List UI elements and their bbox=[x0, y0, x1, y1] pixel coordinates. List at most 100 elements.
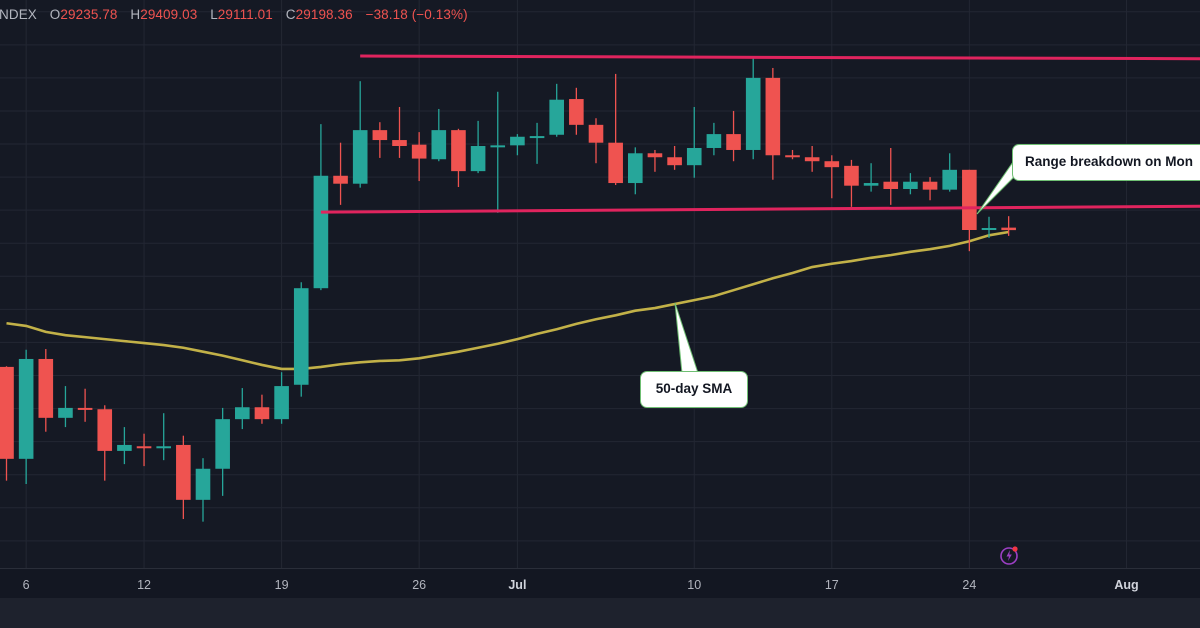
x-tick-label: Aug bbox=[1114, 578, 1139, 592]
candle-body bbox=[647, 153, 663, 158]
candle-body bbox=[962, 169, 977, 230]
candle-body bbox=[97, 409, 113, 451]
candle-body bbox=[804, 157, 820, 162]
open-value: 29235.78 bbox=[60, 7, 118, 22]
candle-body bbox=[254, 407, 270, 420]
candle bbox=[569, 87, 584, 135]
x-tick-label: 17 bbox=[824, 578, 839, 592]
candle-body bbox=[942, 169, 957, 190]
candle-body bbox=[38, 358, 54, 418]
candle-body bbox=[58, 407, 73, 418]
candle-body bbox=[549, 99, 564, 135]
candle-body bbox=[588, 124, 604, 143]
candle-body bbox=[667, 157, 682, 166]
candle bbox=[647, 149, 663, 172]
candle-body bbox=[569, 99, 584, 125]
candle bbox=[510, 134, 525, 156]
lightning-icon[interactable] bbox=[999, 545, 1019, 565]
candle-body bbox=[136, 446, 152, 449]
candle bbox=[490, 91, 506, 213]
candle bbox=[745, 56, 761, 160]
candle-body bbox=[333, 175, 348, 184]
candle-body bbox=[824, 161, 840, 168]
candle bbox=[844, 159, 859, 207]
candle-body bbox=[293, 288, 309, 385]
candle-body bbox=[431, 130, 447, 160]
candle bbox=[962, 169, 977, 252]
candle-body bbox=[608, 142, 623, 184]
candle-body bbox=[510, 136, 525, 146]
candle-body bbox=[77, 407, 93, 410]
candle bbox=[942, 153, 957, 192]
candle bbox=[667, 146, 682, 170]
candle-body bbox=[235, 407, 250, 420]
candle bbox=[97, 405, 113, 481]
candle bbox=[313, 124, 329, 291]
candle-body bbox=[352, 130, 368, 184]
candle bbox=[883, 147, 899, 205]
candle bbox=[981, 216, 997, 238]
symbol-name: NDEX bbox=[0, 7, 37, 22]
candle-body bbox=[411, 144, 427, 159]
candle bbox=[903, 173, 918, 195]
candle bbox=[392, 106, 407, 158]
candle-body bbox=[726, 134, 741, 150]
candle-body bbox=[529, 136, 545, 139]
sma-callout[interactable]: 50-day SMA bbox=[640, 371, 748, 408]
candle-body bbox=[195, 468, 211, 500]
x-tick-label: 6 bbox=[22, 578, 30, 592]
candle bbox=[176, 435, 191, 520]
candle bbox=[765, 67, 781, 180]
close-label: C bbox=[285, 7, 296, 22]
candle-body bbox=[686, 147, 702, 166]
range-line bbox=[360, 54, 1200, 61]
x-tick-label: Jul bbox=[508, 578, 527, 592]
candle-body bbox=[451, 130, 466, 172]
candle bbox=[293, 282, 309, 397]
time-axis[interactable]: 6 12 19 26 Jul 10 17 24 Aug bbox=[0, 568, 1200, 599]
candle bbox=[922, 177, 938, 201]
candle bbox=[411, 132, 427, 182]
ohlc-legend: NDEX O29235.78 H29409.03 L29111.01 C2919… bbox=[0, 7, 468, 22]
candle-body bbox=[981, 228, 997, 231]
candle-body bbox=[0, 366, 14, 459]
candle bbox=[1001, 216, 1016, 236]
candle-body bbox=[922, 181, 938, 190]
candle bbox=[451, 128, 466, 188]
candle bbox=[706, 122, 722, 156]
range-breakdown-callout[interactable]: Range breakdown on Mon bbox=[1012, 144, 1200, 181]
x-tick-label: 10 bbox=[687, 578, 702, 592]
candle bbox=[333, 142, 348, 205]
x-tick-label: 12 bbox=[137, 578, 151, 592]
candle bbox=[824, 155, 840, 199]
close-value: 29198.36 bbox=[295, 7, 353, 22]
candle-body bbox=[18, 358, 34, 459]
candlestick-chart[interactable] bbox=[0, 0, 1200, 568]
range-lines-layer[interactable] bbox=[320, 54, 1200, 214]
candle bbox=[549, 83, 564, 137]
candle-body bbox=[117, 444, 132, 451]
candle-body bbox=[883, 181, 899, 189]
low-label: L bbox=[210, 7, 218, 22]
candle bbox=[785, 149, 800, 160]
candle bbox=[215, 407, 230, 496]
candle bbox=[686, 106, 702, 178]
candle-body bbox=[274, 386, 289, 420]
candle-body bbox=[1001, 227, 1016, 231]
high-label: H bbox=[130, 7, 141, 22]
candle bbox=[628, 147, 643, 195]
high-value: 29409.03 bbox=[140, 7, 198, 22]
candle bbox=[470, 120, 486, 174]
low-value: 29111.01 bbox=[217, 7, 273, 22]
candles-layer bbox=[0, 56, 1016, 522]
change-value: −38.18 (−0.13%) bbox=[365, 7, 468, 22]
candle-body bbox=[844, 165, 859, 186]
candle-body bbox=[470, 146, 486, 172]
candle-body bbox=[628, 153, 643, 184]
candle bbox=[77, 388, 93, 422]
candle-body bbox=[785, 155, 800, 158]
candle-body bbox=[215, 419, 230, 469]
candle bbox=[352, 81, 368, 188]
bottom-panel bbox=[0, 598, 1200, 628]
candle-body bbox=[706, 134, 722, 148]
